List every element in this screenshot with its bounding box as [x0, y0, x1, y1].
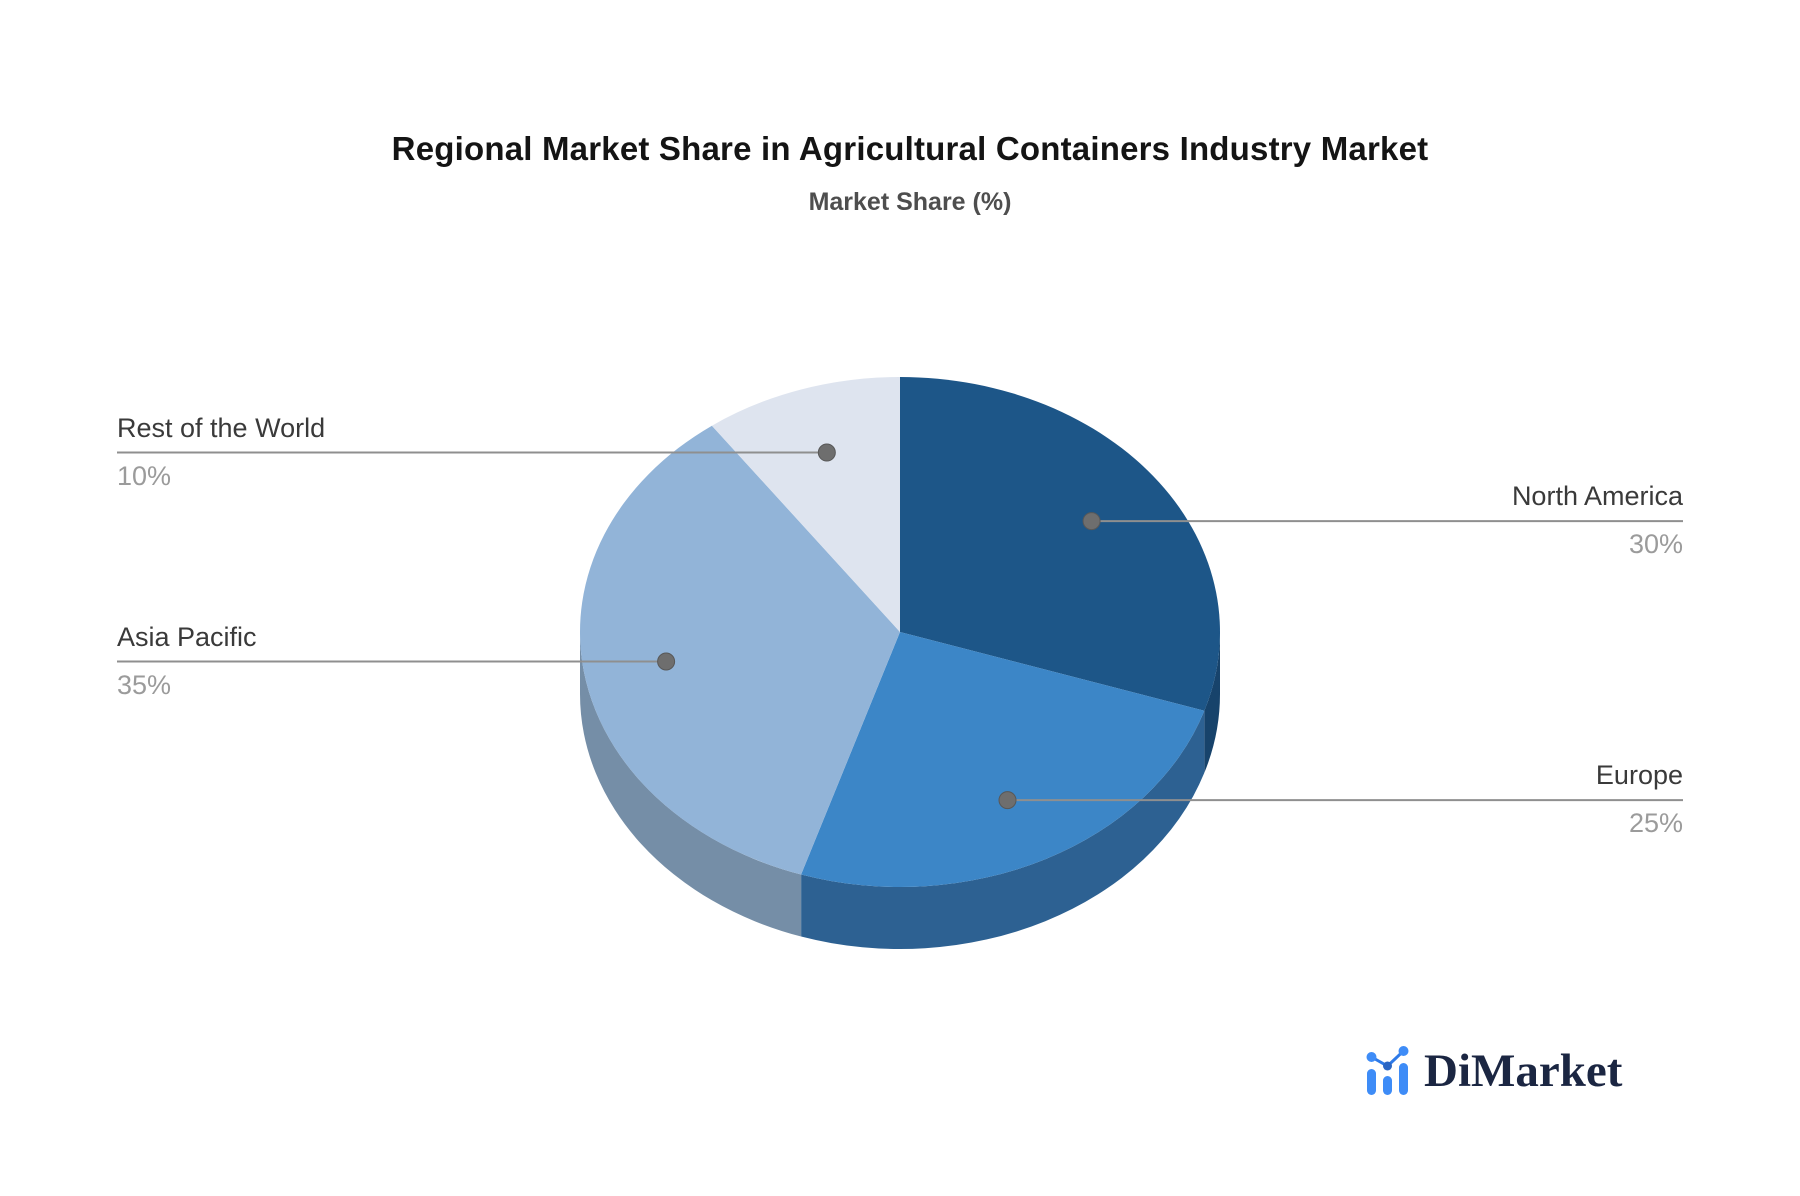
pie-slice-europe[interactable]	[801, 632, 1205, 887]
slice-value: 25%	[1628, 808, 1683, 839]
chart-title: Regional Market Share in Agricultural Co…	[391, 130, 1429, 167]
pie-slice-side-europe	[801, 710, 1205, 950]
slice-value: 35%	[117, 669, 172, 700]
slice-value: 30%	[1628, 529, 1683, 560]
callout-rest-of-the-world: Rest of the World 10%	[117, 413, 677, 513]
leader-dot-asia-pacific	[657, 652, 676, 671]
pie-slice-side-north-america	[1204, 632, 1220, 773]
pie-slice-north-america[interactable]	[900, 377, 1221, 711]
callout-europe: Europe 25%	[1123, 760, 1683, 860]
slice-label: North America	[1511, 481, 1683, 512]
pie-slice-side-asia-pacific	[580, 632, 802, 937]
slice-label: Europe	[1595, 760, 1683, 791]
slice-label: Rest of the World	[117, 412, 326, 443]
pie-slice-rest-of-the-world[interactable]	[711, 377, 900, 632]
leader-dot-rest-of-the-world	[817, 443, 836, 462]
chart-subtitle: Market Share (%)	[808, 188, 1012, 216]
slice-value: 10%	[117, 460, 172, 491]
pie-slice-asia-pacific[interactable]	[580, 425, 900, 875]
leader-dot-north-america	[1082, 512, 1101, 531]
leader-dot-europe	[998, 791, 1017, 810]
bar-line-chart-icon	[1366, 1046, 1409, 1095]
brand-name: DiMarket	[1424, 1044, 1623, 1097]
slice-label: Asia Pacific	[117, 621, 257, 652]
callout-north-america: North America 30%	[1123, 481, 1683, 581]
callout-asia-pacific: Asia Pacific 35%	[117, 622, 677, 722]
brand-logo[interactable]: DiMarket	[1366, 1042, 1622, 1100]
